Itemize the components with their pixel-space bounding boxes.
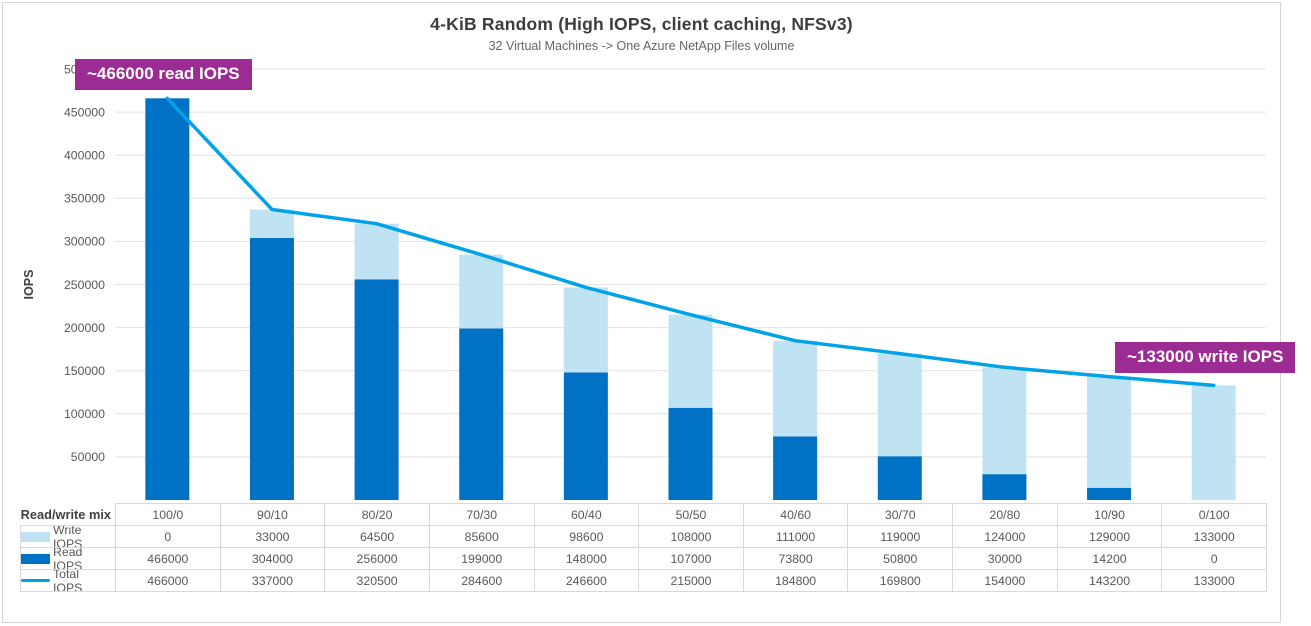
write-bar (354, 223, 399, 280)
row-label: Write IOPS (20, 525, 116, 548)
chart-title: 4-KiB Random (High IOPS, client caching,… (430, 14, 853, 34)
y-tick-label: 100000 (64, 407, 105, 421)
series-name: Total IOPS (53, 569, 83, 592)
table-cell: 169800 (847, 569, 954, 592)
table-cell: 108000 (638, 525, 744, 548)
total-line-legend-swatch (21, 579, 50, 582)
column-header: 40/60 (742, 503, 849, 526)
y-tick-label: 350000 (64, 192, 105, 206)
column-header: 30/70 (847, 503, 954, 526)
column-header: 50/50 (638, 503, 744, 526)
iops-chart: 50000 100000 150000 200000 250000 300000 35000… (22, 62, 1266, 501)
read-iops-annotation: ~466000 read IOPS (75, 59, 252, 90)
y-tick-label: 150000 (64, 364, 105, 378)
table-cell: 466000 (115, 569, 221, 592)
table-cell: 256000 (324, 547, 430, 570)
column-header: 20/80 (952, 503, 1058, 526)
read-bar (982, 474, 1027, 500)
column-header: 100/0 (115, 503, 221, 526)
bar-legend-swatch (21, 531, 50, 542)
table-cell: 64500 (324, 525, 430, 548)
table-cell: 215000 (638, 569, 744, 592)
table-cell: 124000 (952, 525, 1058, 548)
read-bar (249, 237, 294, 500)
table-cell: 0 (1161, 547, 1267, 570)
bar-legend-swatch (21, 553, 50, 564)
table-cell: 143200 (1056, 569, 1163, 592)
table-cell: 284600 (428, 569, 535, 592)
y-tick-label: 400000 (64, 149, 105, 163)
row-label: Total IOPS (20, 569, 116, 592)
write-iops-annotation: ~133000 write IOPS (1115, 342, 1296, 373)
table-cell: 98600 (533, 525, 640, 548)
table-cell: 320500 (324, 569, 430, 592)
table-cell: 337000 (219, 569, 326, 592)
read-bar (877, 456, 922, 500)
chart-frame: 4-KiB Random (High IOPS, client caching,… (2, 2, 1296, 623)
table-cell: 304000 (219, 547, 326, 570)
y-tick-label: 300000 (64, 235, 105, 249)
table-cell: 466000 (115, 547, 221, 570)
column-header: 70/30 (428, 503, 535, 526)
y-tick-label: 50000 (71, 450, 105, 464)
write-bar (249, 209, 294, 238)
write-bar (773, 340, 818, 437)
series-name: Read IOPS (53, 547, 83, 570)
write-bar (1191, 385, 1236, 500)
read-bar (563, 372, 608, 500)
table-cell: 30000 (952, 547, 1058, 570)
column-header: 80/20 (324, 503, 430, 526)
y-tick-label: 450000 (64, 105, 105, 119)
table-cell: 129000 (1056, 525, 1163, 548)
series-name: Write IOPS (53, 525, 83, 548)
table-cell: 184800 (742, 569, 849, 592)
read-bar (1087, 487, 1132, 500)
table-cell: 148000 (533, 547, 640, 570)
column-header: 10/90 (1056, 503, 1163, 526)
table-cell: 85600 (428, 525, 535, 548)
table-cell: 33000 (219, 525, 326, 548)
row-label: Read IOPS (20, 547, 116, 570)
write-bar (459, 254, 504, 329)
table-cell: 14200 (1056, 547, 1163, 570)
write-bar (877, 353, 922, 457)
table-cell: 119000 (847, 525, 954, 548)
write-bar (668, 314, 713, 408)
read-bar (773, 436, 818, 500)
table-cell: 133000 (1161, 569, 1267, 592)
y-tick-label: 200000 (64, 321, 105, 335)
write-bar (982, 367, 1027, 475)
table-cell: 154000 (952, 569, 1058, 592)
column-header: 0/100 (1161, 503, 1267, 526)
table-cell: 111000 (742, 525, 849, 548)
table-cell: 107000 (638, 547, 744, 570)
read-bar (668, 407, 713, 500)
write-bar (1087, 376, 1132, 488)
table-cell: 246600 (533, 569, 640, 592)
write-bar (563, 287, 608, 373)
table-cell: 133000 (1161, 525, 1267, 548)
table-cell: 0 (115, 525, 221, 548)
read-bar (145, 98, 190, 501)
iops-data-table: Read/write mix 100/0 90/10 80/20 70/30 60/40 5… (3, 3, 1280, 622)
read-bar (354, 279, 399, 500)
table-cell: 73800 (742, 547, 849, 570)
read-bar (459, 328, 504, 500)
table-header-label: Read/write mix (20, 507, 111, 522)
column-header: 60/40 (533, 503, 640, 526)
table-cell: 50800 (847, 547, 954, 570)
total-line (165, 96, 1216, 388)
y-axis-title: IOPS (22, 270, 36, 300)
table-cell: 199000 (428, 547, 535, 570)
column-header: 90/10 (219, 503, 326, 526)
y-tick-label: 250000 (64, 278, 105, 292)
chart-subtitle: 32 Virtual Machines -> One Azure NetApp … (488, 39, 795, 53)
